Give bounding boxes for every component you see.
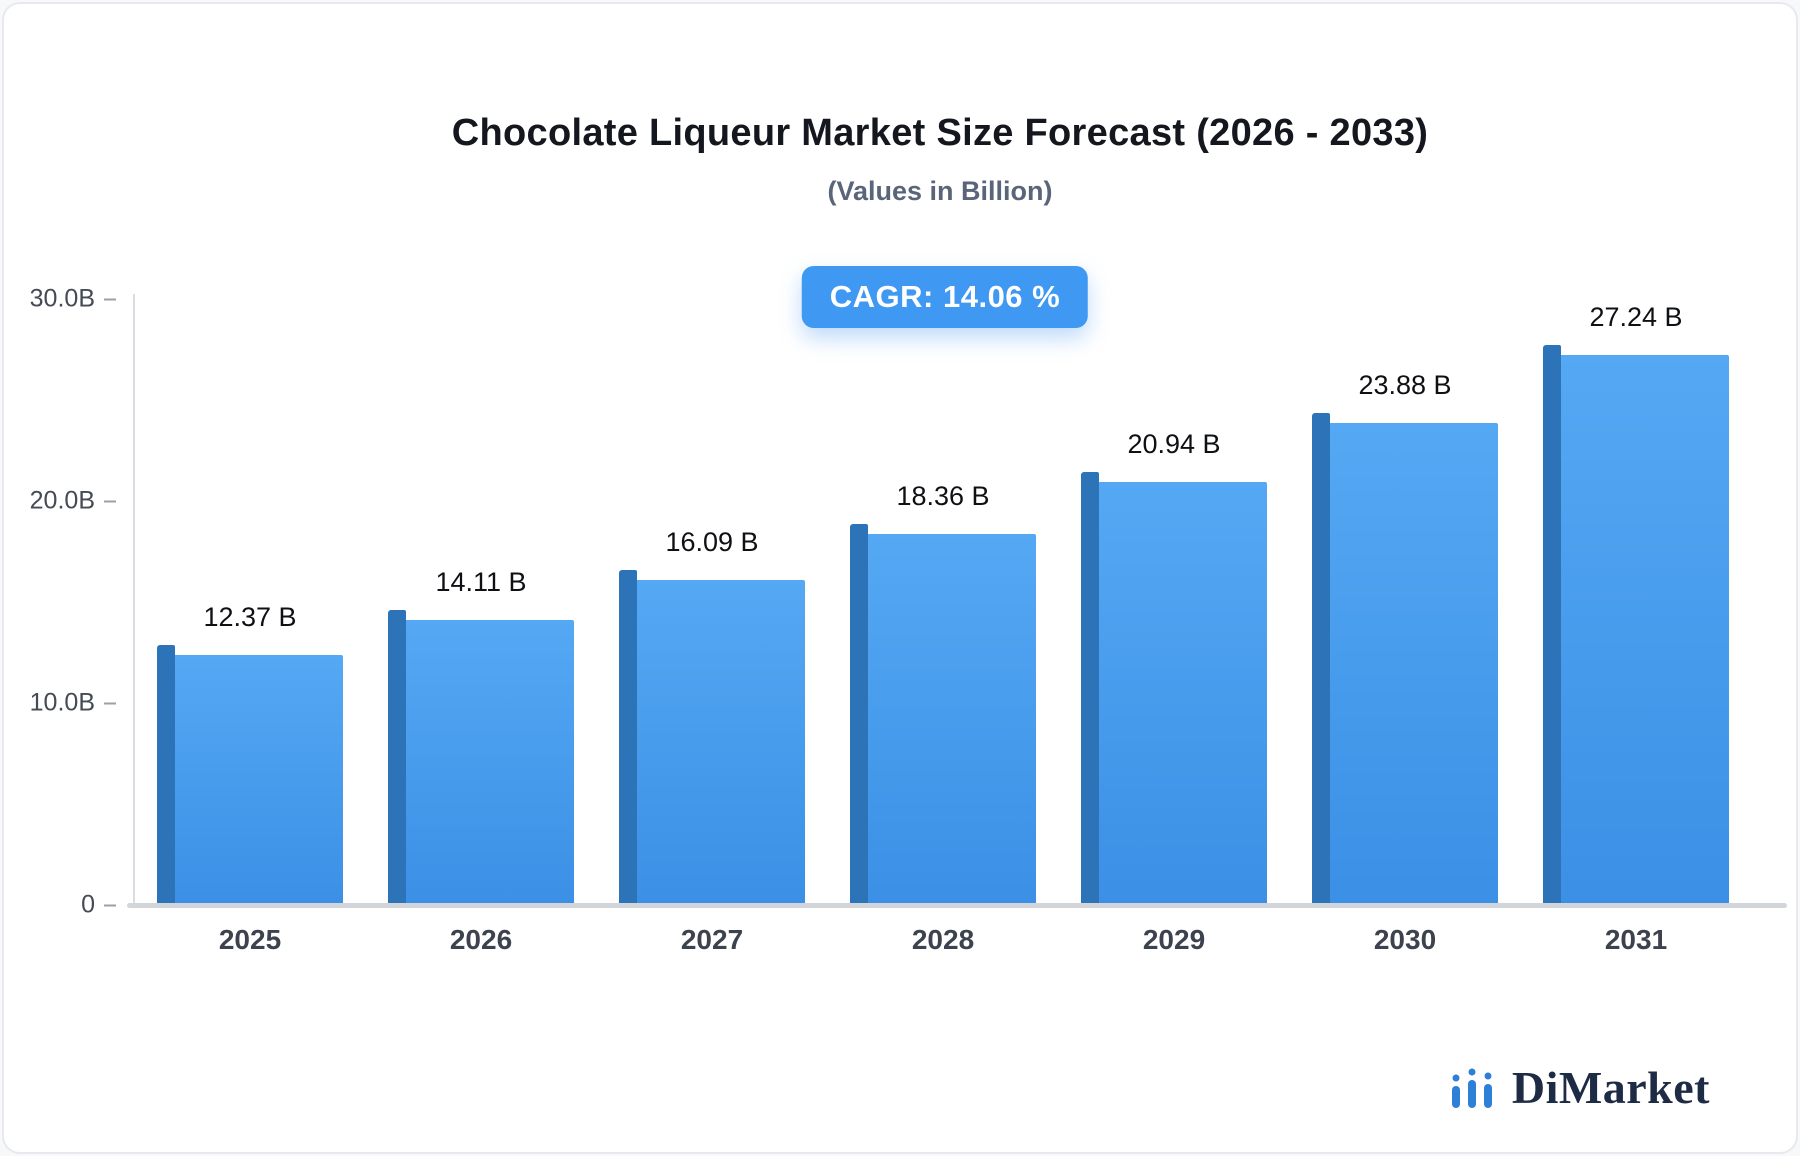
y-axis-tick-label: 20.0B — [29, 486, 95, 515]
bar-value-label: 27.24 B — [1589, 302, 1683, 332]
dimarket-logo: DiMarket — [1448, 1061, 1710, 1114]
plot-area: 12.37 B 14.11 B 16.09 B 18.36 B 20.94 B 23.88… — [133, 299, 1781, 905]
bar-side-face — [1543, 345, 1561, 905]
x-axis-category-label: 2030 — [1373, 924, 1437, 955]
bar-side-face — [388, 610, 406, 905]
y-axis-tick-label: 0 — [81, 890, 95, 919]
x-axis-category-label: 2029 — [1142, 924, 1206, 955]
y-axis-tick-label: 30.0B — [29, 284, 95, 313]
x-axis-category-label: 2025 — [218, 924, 282, 955]
bar-side-face — [619, 570, 637, 905]
bar-front-face — [868, 534, 1036, 905]
x-axis-labels: 2025 2026 2027 2028 2029 2030 2031 — [133, 924, 1781, 964]
bar-side-face — [157, 645, 175, 905]
bar-value-label: 23.88 B — [1358, 370, 1452, 400]
bar-front-face — [1099, 482, 1267, 905]
x-axis-line — [127, 903, 1787, 908]
bar-side-face — [1312, 413, 1330, 905]
y-axis-tick: 10.0B — [30, 689, 116, 718]
dimarket-logo-icon — [1451, 1068, 1492, 1108]
bar-front-face — [637, 580, 805, 905]
chart-subtitle: (Values in Billion) — [827, 176, 1053, 206]
bar-value-label: 20.94 B — [1127, 429, 1221, 459]
bar-side-face — [850, 524, 868, 905]
y-axis-tick: 30.0B — [30, 285, 116, 314]
x-axis-category-label: 2031 — [1604, 924, 1668, 955]
bar-front-face — [175, 655, 343, 905]
cagr-badge: CAGR: 14.06 % — [801, 266, 1089, 328]
y-axis-tick: 20.0B — [30, 487, 116, 516]
dimarket-logo-text: DiMarket — [1511, 1062, 1710, 1113]
bar: 27.24 B — [1543, 302, 1729, 905]
y-axis-tick-mark — [104, 500, 116, 502]
y-axis-tick-mark — [104, 298, 116, 300]
bar-side-face — [1081, 472, 1099, 905]
y-axis-labels: 0 10.0B 20.0B 30.0B — [4, 285, 116, 919]
y-axis-tick-label: 10.0B — [29, 688, 95, 717]
y-axis-tick: 0 — [81, 891, 116, 920]
chart-title: Chocolate Liqueur Market Size Forecast (… — [451, 112, 1429, 154]
x-axis-category-label: 2026 — [449, 924, 513, 955]
bar-front-face — [1561, 355, 1729, 905]
x-axis-category-label: 2028 — [911, 924, 975, 955]
bar: 20.94 B — [1081, 429, 1267, 905]
bar-value-label: 18.36 B — [896, 481, 990, 511]
bar: 16.09 B — [619, 527, 805, 905]
bar-front-face — [406, 620, 574, 905]
bar-value-label: 12.37 B — [203, 602, 297, 632]
bar: 14.11 B — [388, 567, 574, 905]
bar: 12.37 B — [157, 602, 343, 905]
bar: 23.88 B — [1312, 370, 1498, 905]
bar-value-label: 14.11 B — [435, 567, 527, 597]
y-axis-tick-mark — [104, 702, 116, 704]
bar-value-label: 16.09 B — [665, 527, 759, 557]
y-axis-tick-mark — [104, 904, 116, 906]
bar-front-face — [1330, 423, 1498, 905]
bar: 18.36 B — [850, 481, 1036, 905]
x-axis-category-label: 2027 — [680, 924, 744, 955]
y-axis-line — [133, 294, 135, 905]
